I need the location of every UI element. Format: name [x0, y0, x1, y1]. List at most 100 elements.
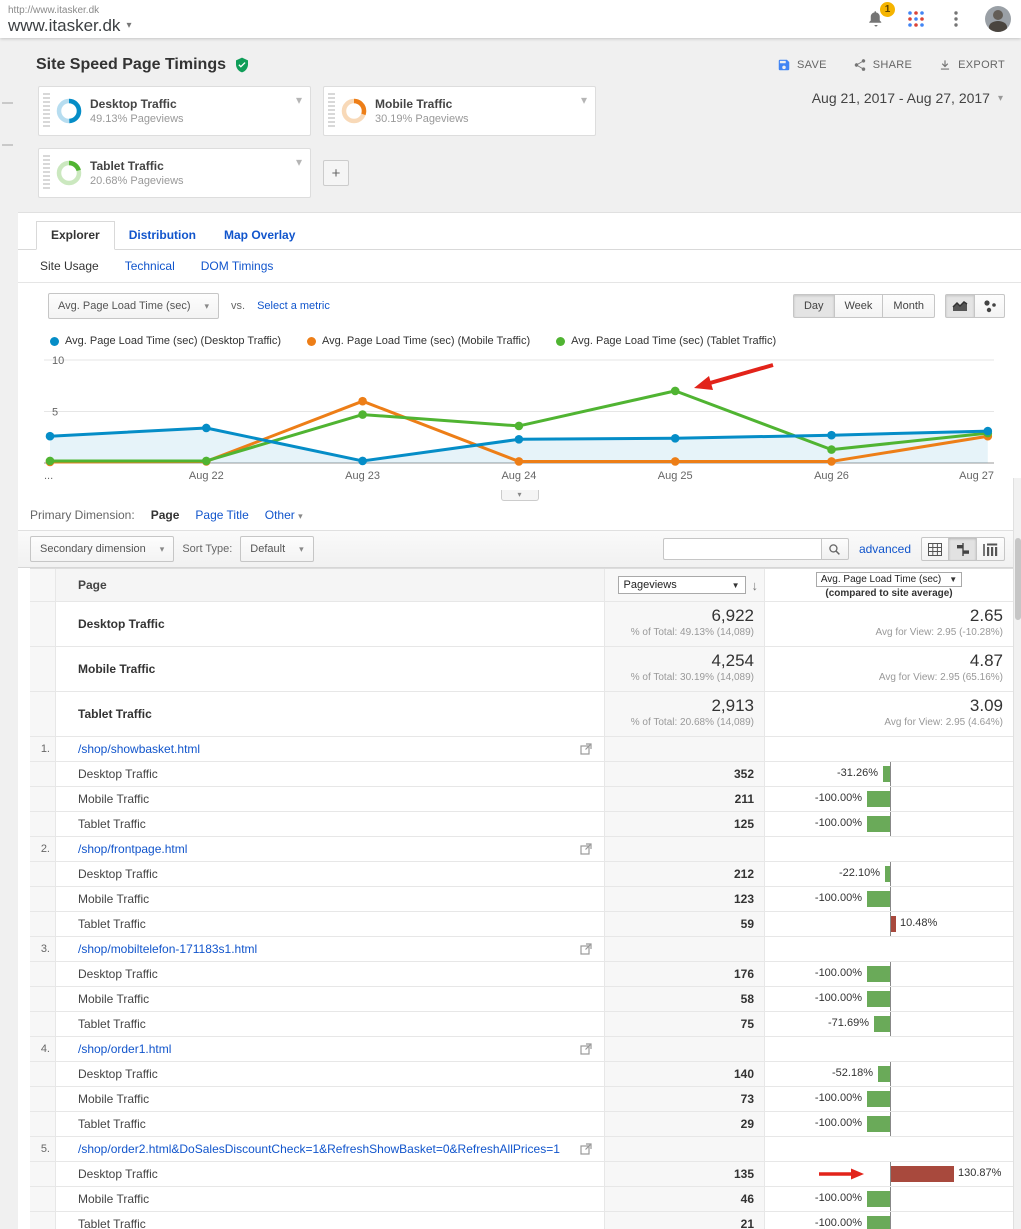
scrollbar-thumb[interactable] [1015, 538, 1021, 620]
segment-card-mobile[interactable]: Mobile Traffic 30.19% Pageviews ▾ [323, 86, 596, 136]
dimension-page[interactable]: Page [150, 508, 180, 522]
tab-distribution[interactable]: Distribution [128, 228, 197, 242]
compared-to-site-average-label: (compared to site average) [825, 587, 953, 599]
table-view-toggles [921, 537, 1005, 561]
metric-bar-cell [765, 837, 1013, 861]
page-url-link[interactable]: /shop/mobiltelefon-171183s1.html [78, 942, 258, 956]
open-page-icon[interactable] [580, 843, 592, 858]
drag-handle[interactable] [43, 155, 50, 191]
explorer-panel: Explorer Distribution Map Overlay Site U… [18, 212, 1021, 1229]
pivot-view-button[interactable] [977, 537, 1005, 561]
save-button[interactable]: SAVE [777, 58, 827, 72]
pageviews-cell: 176 [605, 962, 765, 986]
comparison-view-button[interactable] [949, 537, 977, 561]
pageviews-value: 46 [740, 1192, 754, 1206]
advanced-search-link[interactable]: advanced [858, 542, 911, 556]
legend-dot-icon [307, 336, 317, 346]
apps-grid-button[interactable] [905, 8, 927, 30]
timeseries-chart[interactable]: 5 10... Aug 22 Aug 23 Aug 24 Aug 25 Aug 26 Aug … [18, 349, 1021, 501]
table-grid-icon [928, 542, 942, 556]
primary-dimension-bar: Primary Dimension: Page Page Title Other… [18, 492, 1021, 530]
date-range-picker[interactable]: Aug 21, 2017 - Aug 27, 2017 ▾ [812, 90, 1003, 106]
table-page-row: 3. /shop/mobiltelefon-171183s1.html [30, 937, 1013, 962]
segment-card-desktop[interactable]: Desktop Traffic 49.13% Pageviews ▾ [38, 86, 311, 136]
granularity-day[interactable]: Day [792, 294, 835, 318]
subtab-site-usage[interactable]: Site Usage [40, 259, 99, 273]
granularity-month[interactable]: Month [883, 294, 935, 318]
page-url-link[interactable]: /shop/order2.html&DoSalesDiscountCheck=1… [78, 1142, 560, 1156]
table-toolbar: Secondary dimension ▾ Sort Type: Default… [18, 530, 1021, 568]
secondary-dimension-dropdown[interactable]: Secondary dimension ▾ [30, 536, 175, 562]
export-icon [941, 60, 950, 70]
save-label: SAVE [797, 59, 827, 71]
user-avatar[interactable] [985, 6, 1011, 32]
metric-dropdown[interactable]: Avg. Page Load Time (sec) ▾ [48, 293, 220, 319]
metric-bar-cell: -100.00% [765, 1212, 1013, 1229]
segment-subrow-name-cell: Mobile Traffic [56, 1087, 605, 1111]
tab-map-overlay[interactable]: Map Overlay [224, 228, 296, 242]
sort-type-value: Default [250, 543, 286, 555]
tab-explorer[interactable]: Explorer [36, 221, 115, 250]
page-url-link[interactable]: /shop/frontpage.html [78, 842, 188, 856]
chevron-down-icon[interactable]: ▾ [580, 93, 587, 107]
table-segment-subrow: Desktop Traffic 140 -52.18% [30, 1062, 1013, 1087]
chevron-down-icon[interactable]: ▾ [295, 93, 302, 107]
segment-subrow-name-cell: Tablet Traffic [56, 812, 605, 836]
vertical-scrollbar[interactable] [1013, 478, 1021, 1229]
open-page-icon[interactable] [580, 943, 592, 958]
segment-card-tablet[interactable]: Tablet Traffic 20.68% Pageviews ▾ [38, 148, 311, 198]
annotations-expander[interactable]: ▾ [500, 490, 539, 501]
page-url-link[interactable]: /shop/order1.html [78, 1042, 172, 1056]
metric-bar-cell: -100.00% [765, 1112, 1013, 1136]
legend-item[interactable]: Avg. Page Load Time (sec) (Tablet Traffi… [556, 335, 776, 347]
metric-bar-negative [867, 1091, 890, 1107]
pageviews-cell: 59 [605, 912, 765, 936]
row-index-cell [30, 787, 56, 811]
pageviews-metric-select[interactable]: Pageviews ▼ [617, 576, 746, 594]
data-view-button[interactable] [921, 537, 949, 561]
overflow-menu-button[interactable] [945, 8, 967, 30]
motion-chart-button[interactable] [975, 294, 1005, 318]
segment-name: Desktop Traffic [90, 97, 177, 111]
drag-handle[interactable] [43, 93, 50, 129]
open-page-icon[interactable] [580, 1143, 592, 1158]
page-url-link[interactable]: /shop/showbasket.html [78, 742, 201, 756]
open-page-icon[interactable] [580, 1043, 592, 1058]
search-button[interactable] [820, 538, 849, 560]
chart-canvas[interactable]: 5 10... Aug 22 Aug 23 Aug 24 Aug 25 Aug 26 Aug … [36, 353, 1011, 487]
collapsed-nav-rail[interactable] [0, 38, 18, 1229]
table-page-row: 1. /shop/showbasket.html [30, 737, 1013, 762]
sort-direction-arrow[interactable]: ↓ [751, 577, 759, 593]
granularity-week[interactable]: Week [834, 294, 884, 318]
svg-text:5: 5 [52, 407, 58, 419]
select-a-metric-link[interactable]: Select a metric [257, 300, 330, 312]
load-time-metric-select[interactable]: Avg. Page Load Time (sec) ▼ [815, 571, 963, 587]
subtab-technical[interactable]: Technical [124, 259, 175, 273]
open-page-icon[interactable] [580, 743, 592, 758]
line-chart-button[interactable] [945, 294, 975, 318]
svg-text:Aug 27: Aug 27 [959, 470, 994, 482]
metric-select-value: Avg. Page Load Time (sec) [820, 573, 942, 585]
page-url-cell: /shop/showbasket.html [56, 737, 605, 761]
property-switcher[interactable]: http://www.itasker.dk www.itasker.dk ▾ [8, 3, 131, 35]
chevron-down-icon[interactable]: ▾ [295, 155, 302, 169]
chevron-down-icon: ▾ [299, 543, 304, 554]
motion-chart-icon [983, 300, 996, 313]
add-segment-button[interactable]: + [323, 160, 349, 186]
subtab-dom-timings[interactable]: DOM Timings [200, 259, 274, 273]
table-page-row: 2. /shop/frontpage.html [30, 837, 1013, 862]
share-button[interactable]: SHARE [853, 58, 912, 72]
dimension-other[interactable]: Other ▾ [265, 508, 303, 522]
pageviews-cell [605, 737, 765, 761]
sort-type-dropdown[interactable]: Default ▾ [240, 536, 314, 562]
drag-handle[interactable] [328, 93, 335, 129]
dimension-page-title[interactable]: Page Title [195, 508, 249, 522]
legend-item[interactable]: Avg. Page Load Time (sec) (Mobile Traffi… [307, 335, 530, 347]
notifications-button[interactable]: 1 [865, 2, 895, 30]
pageviews-value: 135 [733, 1167, 754, 1181]
legend-label: Avg. Page Load Time (sec) (Mobile Traffi… [322, 335, 531, 347]
segment-donut-icon [341, 98, 367, 124]
search-input[interactable] [662, 538, 821, 560]
export-button[interactable]: EXPORT [938, 58, 1005, 72]
legend-item[interactable]: Avg. Page Load Time (sec) (Desktop Traff… [50, 335, 281, 347]
